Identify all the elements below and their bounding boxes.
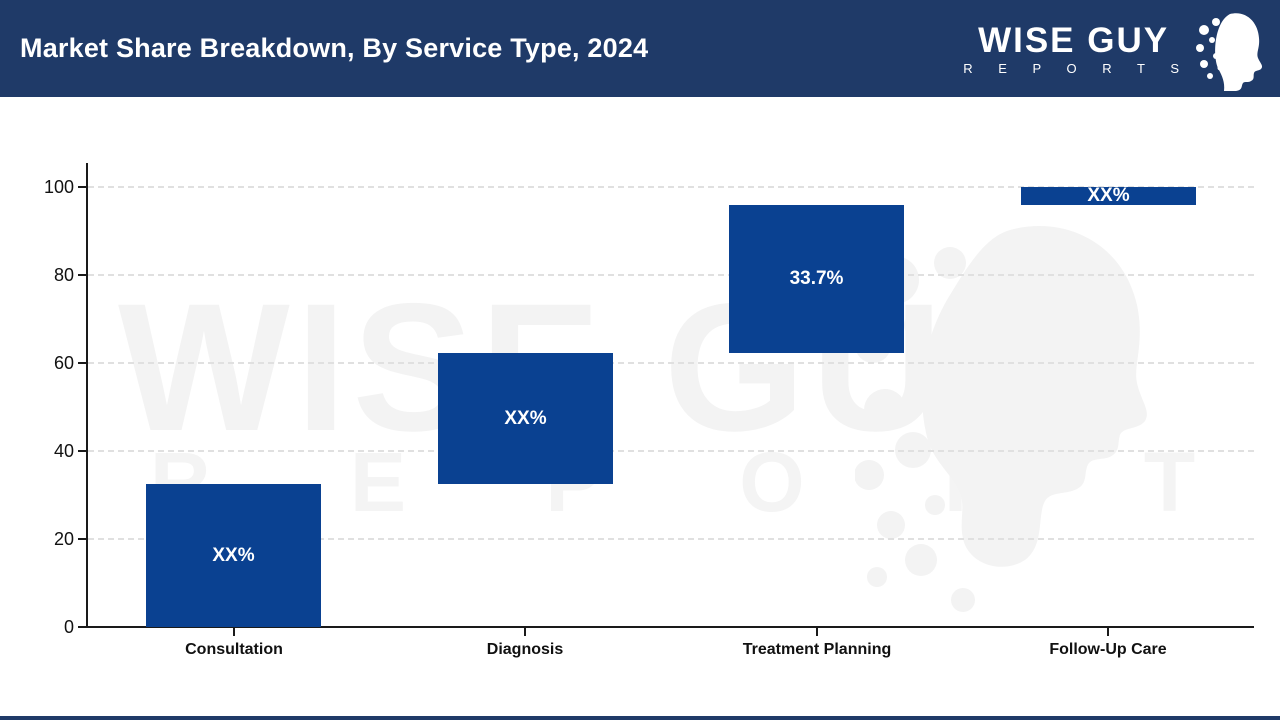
x-tick-mark-1 [524,628,526,636]
bar-value-label: XX% [1087,185,1130,206]
brand-logo-text: WISE GUY R E P O R T S [957,23,1190,77]
gridline-y-60 [88,362,1254,364]
bar-consultation: XX% [146,484,321,627]
x-tick-label-follow-up-care: Follow-Up Care [1049,641,1167,658]
brand-logo: WISE GUY R E P O R T S [957,6,1266,94]
y-tick-label-80: 80 [53,265,74,285]
y-tick-label-100: 100 [43,177,74,197]
y-tick-mark-40 [78,450,86,452]
y-tick-mark-60 [78,362,86,364]
bar-follow-up-care: XX% [1021,185,1196,206]
bar-treatment-planning: 33.7% [729,205,904,353]
header-bar: Market Share Breakdown, By Service Type,… [0,0,1280,97]
x-tick-label-treatment-planning: Treatment Planning [742,641,892,658]
brand-face-icon [1196,13,1263,92]
y-tick-mark-80 [78,274,86,276]
x-tick-mark-2 [816,628,818,636]
x-tick-label-consultation: Consultation [185,641,283,658]
y-tick-label-20: 20 [53,529,74,549]
bar-value-label: XX% [504,407,547,429]
x-tick-mark-3 [1107,628,1109,636]
gridline-y-40 [88,450,1254,452]
footer-bar [0,716,1280,720]
bar-value-label: XX% [212,544,255,566]
y-axis-line [86,163,88,627]
gridline-y-20 [88,538,1254,540]
y-tick-mark-100 [78,186,86,188]
gridline-y-80 [88,274,1254,276]
gridline-y-100 [88,186,1254,188]
y-tick-label-0: 0 [63,617,74,637]
y-tick-label-60: 60 [53,353,74,373]
bar-diagnosis: XX% [438,353,613,484]
x-tick-mark-0 [233,628,235,636]
x-axis-line [86,626,1254,628]
x-tick-label-diagnosis: Diagnosis [486,641,564,658]
bar-value-label: 33.7% [789,268,844,289]
y-tick-mark-0 [78,626,86,628]
y-tick-label-40: 40 [53,441,74,461]
y-tick-mark-20 [78,538,86,540]
brand-subtitle: R E P O R T S [963,61,1190,76]
brand-name: WISE GUY [978,21,1170,60]
chart-title: Market Share Breakdown, By Service Type,… [20,33,649,63]
